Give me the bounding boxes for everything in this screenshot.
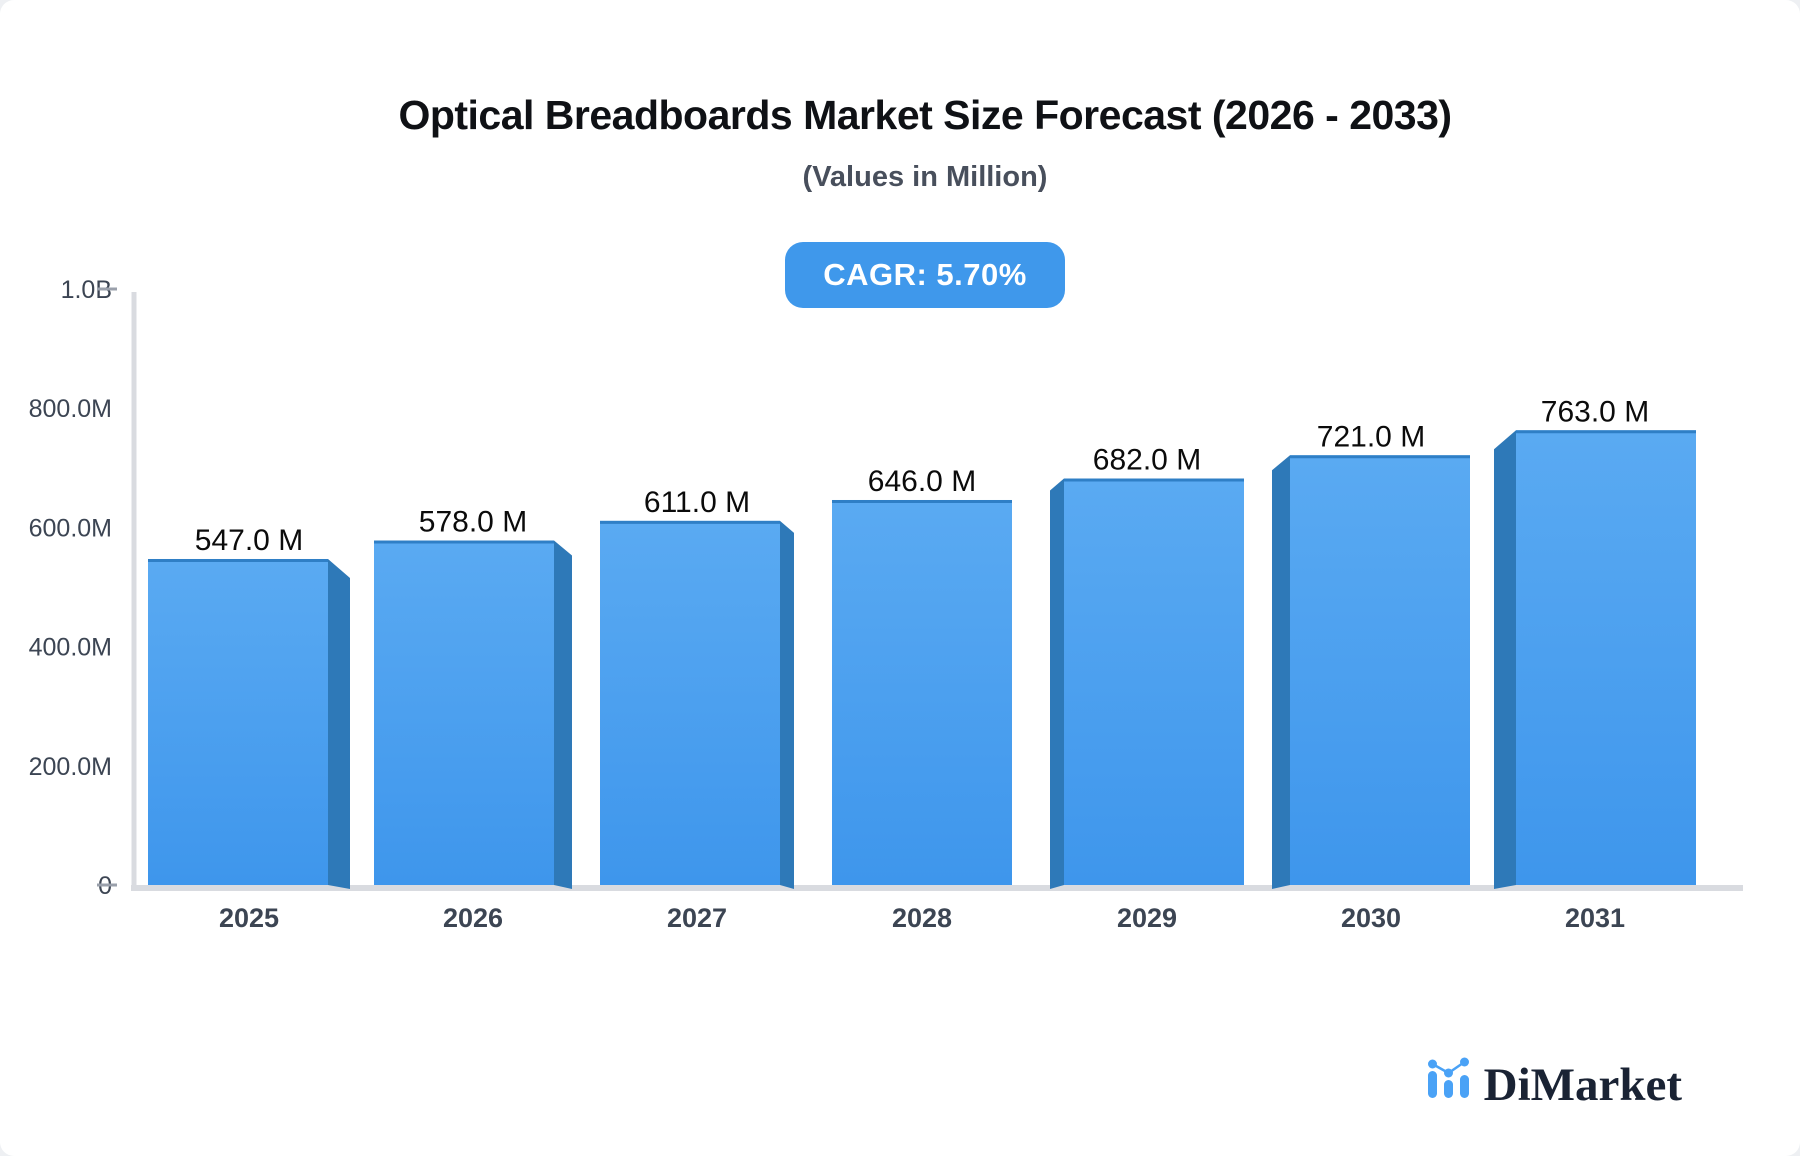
bar-value-label: 646.0 M <box>868 465 976 498</box>
chart-header: Optical Breadboards Market Size Forecast… <box>50 0 1800 308</box>
bar-side-face <box>1272 455 1290 889</box>
bar-2029[interactable]: 682.0 M 2029 <box>1050 444 1244 933</box>
bar-front-face <box>1516 430 1696 885</box>
bar-side-face <box>1050 478 1064 889</box>
x-tick-label: 2029 <box>1117 903 1177 933</box>
bar-2031[interactable]: 763.0 M 2031 <box>1494 395 1696 933</box>
cagr-badge: CAGR: 5.70% <box>785 242 1065 308</box>
x-tick-label: 2031 <box>1565 903 1625 933</box>
y-tick-label: 600.0M <box>29 514 112 542</box>
bar-front-face <box>148 558 328 885</box>
bar-value-label: 611.0 M <box>644 486 750 519</box>
bar-front-face <box>600 520 780 885</box>
bar-value-label: 578.0 M <box>419 506 527 539</box>
bar-2025[interactable]: 547.0 M 2025 <box>148 524 350 933</box>
dimarket-logo[interactable]: DiMarket <box>1426 1057 1682 1111</box>
bar-line-chart-icon <box>1426 1057 1472 1106</box>
bar-value-label: 547.0 M <box>195 524 303 557</box>
bar-side-face <box>328 558 350 889</box>
x-tick-label: 2026 <box>443 903 503 933</box>
chart-title: Optical Breadboards Market Size Forecast… <box>398 92 1452 138</box>
y-tick-label: 400.0M <box>29 634 112 662</box>
bar-2026[interactable]: 578.0 M 2026 <box>374 506 572 933</box>
bar-front-face <box>1290 455 1470 885</box>
bar-value-label: 763.0 M <box>1541 395 1649 428</box>
logo-text: DiMarket <box>1483 1058 1682 1111</box>
bar-value-label: 682.0 M <box>1093 444 1201 477</box>
bar-2028[interactable]: 646.0 M 2028 <box>832 465 1012 933</box>
x-tick-label: 2027 <box>667 903 727 933</box>
chart-subtitle: (Values in Million) <box>802 161 1048 193</box>
bar-side-face <box>554 540 572 889</box>
bar-front-face <box>832 499 1012 885</box>
y-tick-label: 200.0M <box>29 753 112 781</box>
y-tick-label: 800.0M <box>29 395 112 423</box>
bar-value-label: 721.0 M <box>1317 420 1425 453</box>
bar-front-face <box>1064 478 1244 885</box>
x-tick-label: 2028 <box>892 903 952 933</box>
bar-side-face <box>780 520 794 889</box>
bar-side-face <box>1494 430 1516 889</box>
x-tick-label: 2025 <box>219 903 279 933</box>
bar-2027[interactable]: 611.0 M 2027 <box>600 486 794 933</box>
bar-2030[interactable]: 721.0 M 2030 <box>1272 420 1470 933</box>
x-tick-label: 2030 <box>1341 903 1401 933</box>
bar-front-face <box>374 540 554 885</box>
